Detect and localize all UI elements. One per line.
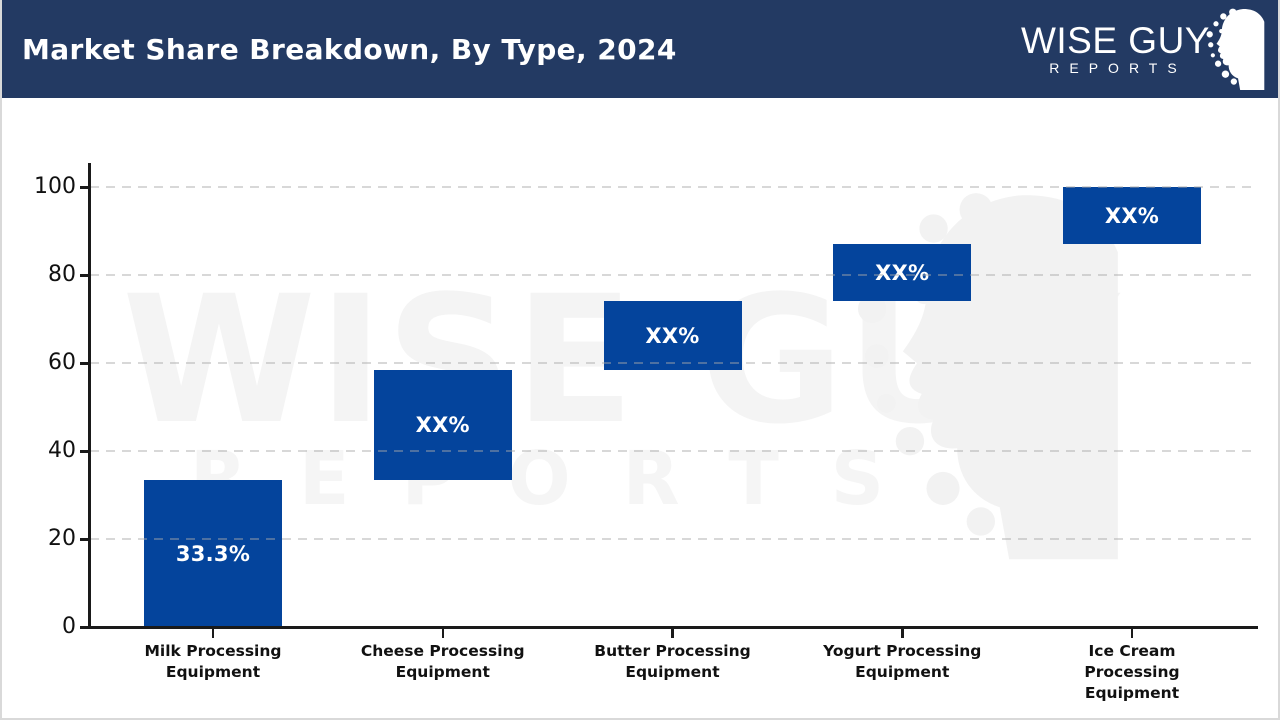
x-category-label-line: Cheese Processing xyxy=(360,642,525,660)
y-axis-line xyxy=(88,163,91,629)
bar-segment: XX% xyxy=(373,370,512,481)
x-category-label-line: Equipment xyxy=(855,663,950,681)
bar-segment: XX% xyxy=(1063,187,1201,245)
x-category-label: Cheese Processing Equipment xyxy=(327,641,559,683)
y-tick-label: 100 xyxy=(34,174,76,199)
y-tick-label: 20 xyxy=(48,526,76,551)
brand-name: WISE GUY xyxy=(1020,19,1210,61)
y-tick-label: 0 xyxy=(62,614,76,639)
y-tick-label: 40 xyxy=(48,438,76,463)
x-category-label: Ice Cream Processing Equipment xyxy=(1016,641,1248,704)
y-tick-label: 60 xyxy=(48,350,76,375)
x-tick xyxy=(211,629,215,638)
x-tick xyxy=(671,629,674,638)
y-tick xyxy=(80,362,88,365)
x-category-label-line: Processing xyxy=(1084,663,1180,681)
brand-subtitle: REPORTS xyxy=(1049,59,1187,76)
brand-logo: WISE GUY REPORTS xyxy=(1021,7,1270,91)
bar-segment: XX% xyxy=(833,244,972,302)
gridline xyxy=(90,538,1255,540)
x-category-label: Milk Processing Equipment xyxy=(97,641,329,683)
y-tick xyxy=(80,538,88,541)
y-tick xyxy=(80,186,88,189)
bar-segment: 33.3% xyxy=(144,480,282,627)
bar-segment: XX% xyxy=(603,301,742,371)
x-tick xyxy=(1130,629,1134,638)
bar-value-label: XX% xyxy=(875,260,930,285)
x-category-label-line: Equipment xyxy=(1084,684,1180,702)
x-category-label: Butter Processing Equipment xyxy=(557,641,789,683)
page-title: Market Share Breakdown, By Type, 2024 xyxy=(22,32,677,66)
x-category-label-line: Ice Cream xyxy=(1088,642,1176,660)
header-bar: Market Share Breakdown, By Type, 2024 WI… xyxy=(2,0,1278,98)
x-category-label-line: Yogurt Processing xyxy=(823,642,982,660)
gridline xyxy=(90,362,1255,364)
y-tick xyxy=(80,626,88,629)
x-category-label-line: Equipment xyxy=(395,663,490,681)
bar-value-label: XX% xyxy=(1104,203,1160,228)
x-tick xyxy=(901,629,904,638)
x-category-label-line: Butter Processing xyxy=(594,642,751,660)
x-tick xyxy=(441,629,444,638)
gridline xyxy=(90,274,1255,276)
x-axis-line xyxy=(88,626,1258,629)
brand-logo-text: WISE GUY REPORTS xyxy=(1020,19,1210,76)
y-tick-label: 80 xyxy=(48,262,76,287)
bar-value-label: 33.3% xyxy=(175,541,251,566)
x-category-label-line: Milk Processing xyxy=(144,642,282,660)
x-category-label-line: Equipment xyxy=(165,663,261,681)
y-tick xyxy=(80,450,88,453)
x-category-label-line: Equipment xyxy=(625,663,720,681)
bar-value-label: XX% xyxy=(415,413,470,438)
dotted-face-logo-icon xyxy=(1204,7,1270,91)
gridline xyxy=(90,450,1255,452)
bar-value-label: XX% xyxy=(645,323,700,348)
x-category-label: Yogurt Processing Equipment xyxy=(786,641,1018,683)
gridline xyxy=(90,186,1255,188)
y-tick xyxy=(80,274,88,277)
watermark-text-secondary: REPORTS xyxy=(190,436,937,522)
